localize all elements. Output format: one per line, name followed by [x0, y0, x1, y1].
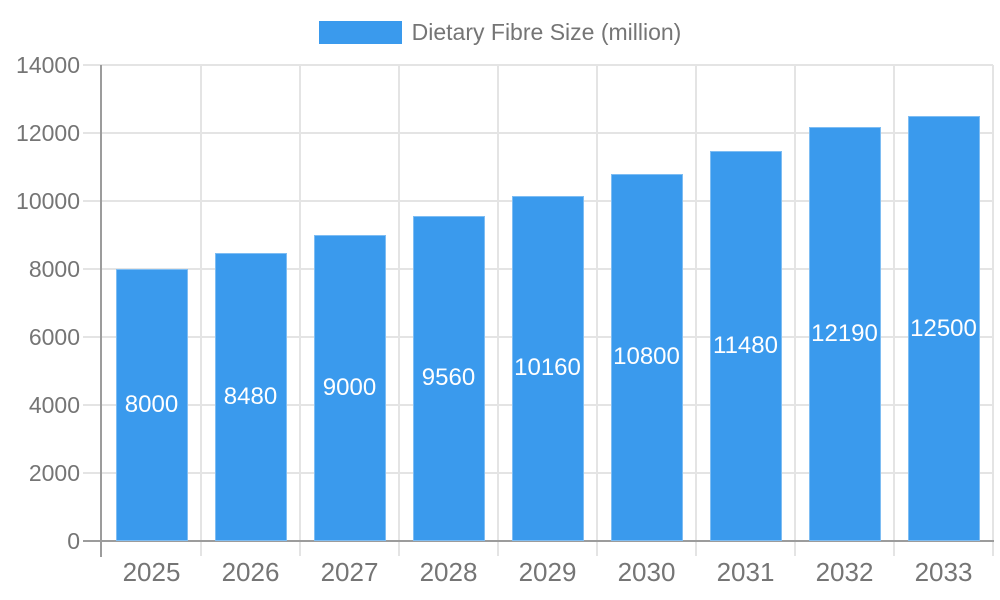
y-axis-label: 4000	[28, 392, 80, 418]
bar-value-label: 8480	[223, 382, 278, 410]
x-axis-tick	[695, 541, 697, 556]
bar-value-label: 10800	[613, 343, 680, 371]
bar-value-label: 12190	[811, 319, 878, 347]
x-axis-tick	[200, 541, 202, 556]
y-axis-tick	[83, 472, 102, 474]
bar-value-label: 9560	[421, 364, 476, 392]
x-axis-label: 2030	[617, 557, 676, 587]
gridline-horizontal	[102, 64, 993, 66]
y-axis-label: 12000	[16, 120, 80, 146]
x-axis-label: 2033	[914, 557, 973, 587]
x-axis-label: 2031	[716, 557, 775, 587]
gridline-vertical	[299, 65, 301, 541]
x-axis-tick	[596, 541, 598, 556]
y-axis-tick	[83, 268, 102, 270]
bar-value-label: 9000	[322, 374, 377, 401]
bar-2028[interactable]: 9560	[412, 215, 485, 541]
bar-2025[interactable]: 8000	[115, 269, 188, 541]
x-axis-label: 2032	[815, 557, 874, 587]
bar-value-label: 12500	[910, 314, 977, 342]
y-axis-label: 6000	[28, 324, 80, 350]
bar-2029[interactable]: 10160	[511, 195, 584, 541]
x-axis-label: 2028	[419, 557, 478, 587]
bar-2033[interactable]: 12500	[907, 116, 980, 541]
legend-item[interactable]: Dietary Fibre Size (million)	[0, 20, 1000, 44]
gridline-vertical	[200, 65, 202, 541]
gridline-vertical	[497, 65, 499, 541]
y-axis-tick	[83, 336, 102, 338]
bar-value-label: 11480	[713, 331, 778, 359]
x-axis-label: 2027	[320, 557, 379, 587]
y-axis-tick	[83, 132, 102, 134]
legend-label: Dietary Fibre Size (million)	[411, 18, 682, 45]
y-axis-line	[100, 65, 102, 557]
gridline-vertical	[992, 65, 994, 541]
y-axis-label: 2000	[28, 460, 80, 486]
gridline-vertical	[596, 65, 598, 541]
x-axis-tick	[893, 541, 895, 556]
bar-value-label: 10160	[514, 354, 581, 382]
y-axis-tick	[83, 404, 102, 406]
y-axis-label: 8000	[28, 256, 80, 282]
y-axis-label: 10000	[16, 188, 80, 214]
x-axis-line	[83, 540, 994, 542]
x-axis-tick	[794, 541, 796, 556]
y-axis-label: 14000	[16, 52, 80, 78]
x-axis-label: 2025	[122, 557, 181, 587]
gridline-vertical	[398, 65, 400, 541]
legend-swatch	[318, 20, 402, 44]
gridline-vertical	[794, 65, 796, 541]
y-axis-label: 0	[67, 528, 80, 554]
bar-2026[interactable]: 8480	[214, 252, 287, 541]
x-axis-label: 2029	[518, 557, 577, 587]
x-axis-tick	[992, 541, 994, 556]
x-axis-tick	[497, 541, 499, 556]
x-axis-tick	[398, 541, 400, 556]
bar-value-label: 8000	[124, 391, 179, 418]
gridline-horizontal	[102, 132, 993, 134]
gridline-vertical	[695, 65, 697, 541]
bar-2027[interactable]: 9000	[313, 235, 386, 541]
x-axis-tick	[299, 541, 301, 556]
x-axis-label: 2026	[221, 557, 280, 587]
y-axis-tick	[83, 200, 102, 202]
gridline-vertical	[893, 65, 895, 541]
bar-2032[interactable]: 12190	[808, 126, 881, 541]
bar-2030[interactable]: 10800	[610, 173, 683, 541]
bar-2031[interactable]: 11480	[709, 150, 782, 541]
y-axis-tick	[83, 64, 102, 66]
